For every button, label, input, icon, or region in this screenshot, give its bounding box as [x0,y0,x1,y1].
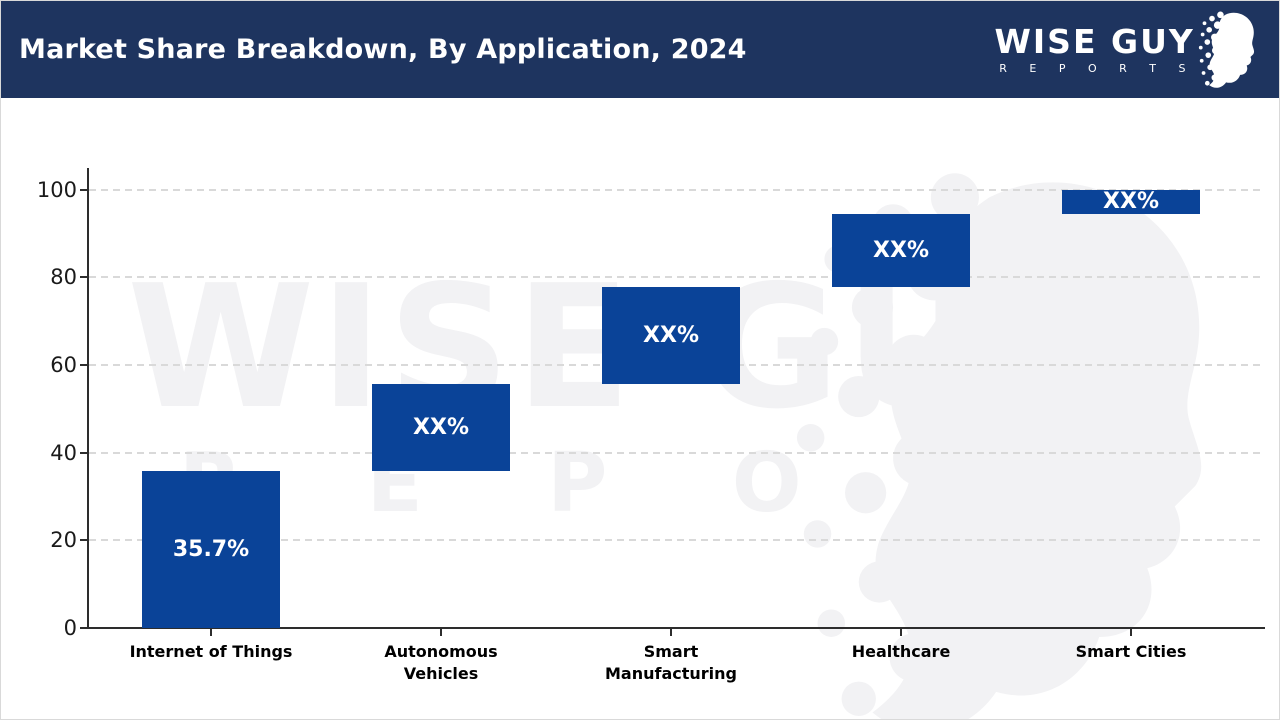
bar-value-label: 35.7% [172,537,250,563]
brand-subtitle: R E P O R T S [999,62,1195,75]
y-tick-label: 40 [50,440,77,465]
y-tick-label: 100 [36,177,77,202]
bar: 35.7% [142,471,280,628]
y-tick-mark [80,451,87,454]
gridline [89,539,1265,542]
brand-logo: WISE GUY R E P O R T S [994,10,1257,89]
y-tick-mark [80,627,87,629]
bar-value-label: XX% [643,323,699,349]
header-bar: Market Share Breakdown, By Application, … [1,1,1279,98]
page-title: Market Share Breakdown, By Application, … [19,34,747,65]
x-tick-mark [1130,628,1132,636]
y-tick-label: 20 [50,528,77,553]
bar-value-label: XX% [413,415,469,441]
x-axis-line [87,627,1265,629]
x-category-label: Smart Manufacturing [605,642,737,683]
bar-value-label: XX% [1103,189,1159,215]
x-tick-mark [440,628,442,636]
x-category-label: Healthcare [851,642,951,661]
bar: XX% [372,383,510,472]
y-tick-mark [80,363,87,366]
x-tick-mark [210,628,212,636]
bar: XX% [602,287,740,384]
y-tick-label: 80 [50,265,77,290]
y-axis-line [87,168,89,629]
x-category-label: Autonomous Vehicles [384,642,498,683]
x-tick-mark [900,628,902,636]
brand-name: WISE GUY [994,22,1195,61]
gridline [89,188,1265,191]
x-tick-mark [670,628,672,636]
y-tick-mark [80,539,87,542]
y-tick-mark [80,188,87,191]
y-tick-mark [80,276,87,279]
x-category-label: Internet of Things [129,642,293,661]
wiseguy-head-icon [1198,11,1255,88]
bar: XX% [1062,189,1200,215]
bar-value-label: XX% [873,237,929,263]
bar: XX% [832,213,970,288]
gridline [89,451,1265,454]
gridline [89,276,1265,279]
x-category-label: Smart Cities [1075,642,1187,661]
brand-text: WISE GUY R E P O R T S [994,25,1195,74]
y-tick-label: 60 [50,352,77,377]
y-tick-label: 0 [63,616,77,640]
